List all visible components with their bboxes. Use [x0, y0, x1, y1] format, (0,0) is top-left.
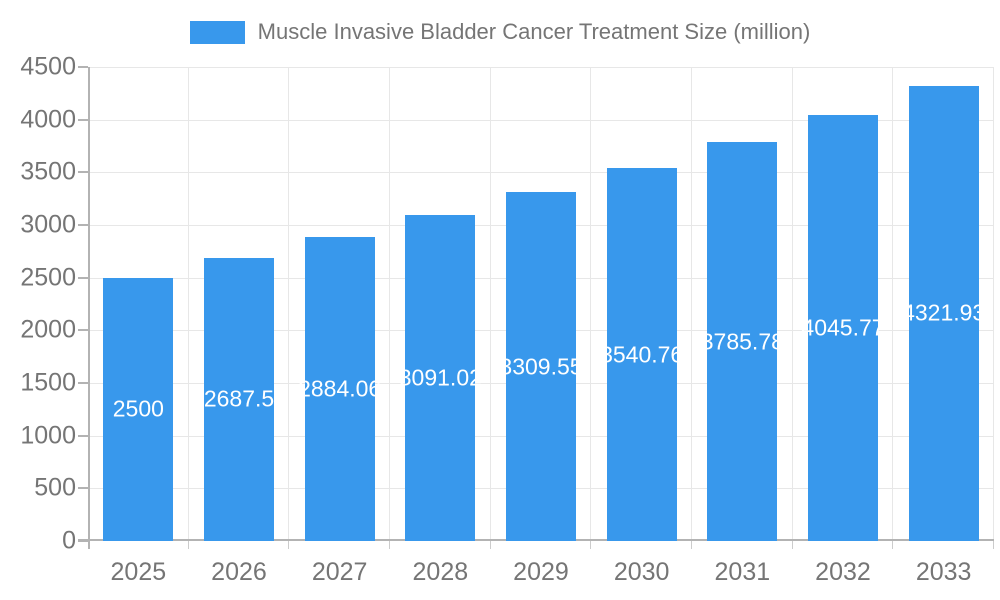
y-axis-label: 500 — [34, 473, 76, 502]
x-axis-label: 2027 — [311, 558, 368, 586]
x-tick — [590, 541, 592, 549]
v-gridline — [791, 67, 793, 541]
v-gridline — [288, 67, 290, 541]
x-axis-label: 2028 — [412, 558, 469, 586]
y-tick — [78, 329, 88, 332]
bar-value-label: 4045.77 — [801, 314, 885, 341]
y-axis-label: 2500 — [20, 263, 76, 292]
chart-legend: Muscle Invasive Bladder Cancer Treatment… — [0, 19, 1000, 45]
x-tick — [288, 541, 290, 549]
x-axis-label: 2033 — [915, 558, 972, 586]
y-tick — [78, 171, 88, 174]
bar-value-label: 3785.78 — [700, 328, 784, 355]
bar-value-label: 2500 — [112, 395, 164, 422]
y-tick — [78, 224, 88, 226]
x-tick — [389, 541, 390, 549]
y-tick — [78, 434, 88, 437]
y-tick — [78, 382, 88, 384]
h-gridline — [88, 119, 994, 121]
x-axis-label: 2031 — [714, 558, 771, 586]
bar-value-label: 2687.5 — [203, 385, 275, 412]
x-axis-label: 2025 — [110, 558, 167, 586]
y-tick — [78, 540, 88, 542]
x-tick — [187, 541, 189, 549]
bar-value-label: 3091.02 — [398, 364, 482, 391]
v-gridline — [691, 67, 692, 541]
h-gridline — [88, 172, 994, 174]
bar[interactable]: 3785.78 — [701, 142, 784, 541]
x-tick — [993, 541, 994, 549]
y-axis-label: 3000 — [20, 210, 76, 239]
y-axis-label: 4500 — [20, 52, 76, 81]
v-gridline — [590, 67, 592, 541]
y-axis-label: 3500 — [20, 157, 76, 186]
bar[interactable]: 3091.02 — [399, 215, 482, 541]
plot-area: 0 500 1000 1500 2000 2500 3000 3500 4000 4500 2500… — [20, 54, 994, 586]
bar[interactable]: 2884.06 — [298, 237, 381, 541]
x-axis-label: 2026 — [211, 558, 267, 586]
v-gridline — [892, 67, 894, 541]
bar[interactable]: 3309.55 — [499, 192, 583, 541]
y-tick — [78, 118, 88, 121]
x-tick — [691, 541, 692, 549]
y-axis-label: 1000 — [20, 421, 76, 450]
bar[interactable]: 2687.5 — [203, 257, 275, 541]
bar-value-label: 3540.76 — [600, 341, 684, 367]
x-axis-label: 2032 — [815, 558, 871, 586]
y-tick — [78, 66, 88, 68]
y-axis-label: 4000 — [20, 105, 76, 134]
v-gridline — [993, 67, 994, 541]
bar-value-label: 4321.93 — [902, 299, 986, 326]
bar[interactable]: 3540.76 — [600, 168, 683, 541]
y-axis-label: 2000 — [20, 315, 76, 344]
v-gridline — [389, 67, 390, 541]
y-tick — [78, 276, 88, 279]
legend-swatch — [189, 20, 245, 44]
legend-label: Muscle Invasive Bladder Cancer Treatment… — [257, 19, 811, 44]
bar[interactable]: 2500 — [103, 277, 174, 541]
y-axis-line — [88, 67, 90, 549]
v-gridline — [489, 67, 491, 541]
x-tick — [489, 541, 491, 549]
y-tick — [78, 487, 88, 490]
x-tick — [892, 541, 894, 549]
x-axis-label: 2030 — [613, 558, 670, 586]
y-axis-label: 0 — [62, 526, 76, 555]
h-gridline — [88, 67, 994, 68]
x-axis-label: 2029 — [513, 558, 569, 586]
x-tick — [791, 541, 793, 549]
bar[interactable]: 4321.93 — [902, 85, 985, 541]
v-gridline — [187, 67, 189, 541]
bar[interactable]: 4045.77 — [801, 114, 885, 541]
bar-value-label: 3309.55 — [499, 353, 583, 380]
bar-value-label: 2884.06 — [298, 375, 382, 402]
y-axis-label: 1500 — [20, 368, 76, 397]
